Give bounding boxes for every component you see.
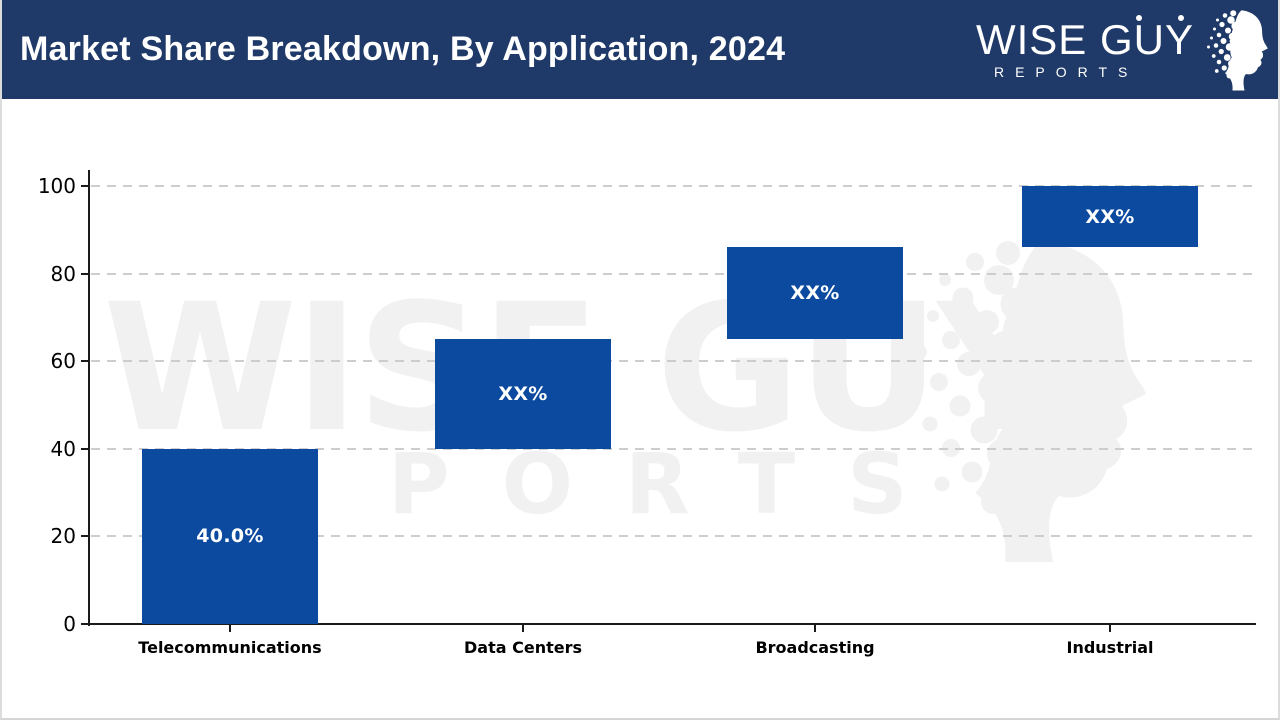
logo-line2: REPORTS	[993, 64, 1139, 80]
gridline-100	[91, 185, 1256, 187]
y-tick-mark	[81, 535, 89, 538]
bar-value-label: XX%	[1085, 205, 1135, 228]
y-tick-mark	[81, 623, 89, 625]
wise-guy-reports-logo: WISE GUY REPORTS	[976, 0, 1272, 99]
logo-wordmark: WISE GUY REPORTS	[975, 15, 1194, 80]
bar-industrial: XX%	[1022, 186, 1198, 248]
chart-title: Market Share Breakdown, By Application, …	[20, 30, 786, 68]
x-tick-label: Industrial	[1066, 638, 1154, 657]
x-tick-mark	[522, 625, 524, 632]
y-tick-label: 80	[50, 261, 76, 286]
x-tick-label: Telecommunications	[138, 638, 322, 657]
gridline-40	[91, 447, 1256, 450]
x-tick-label: Broadcasting	[755, 638, 875, 657]
logo-dot-y-icon	[1178, 15, 1184, 21]
x-tick-mark	[814, 625, 816, 632]
bar-data-centers: XX%	[435, 339, 611, 449]
gridline-20	[91, 535, 1256, 538]
x-tick-mark	[229, 625, 231, 632]
y-tick-mark	[81, 185, 89, 187]
bar-value-label: 40.0%	[196, 525, 264, 548]
logo-face-icon	[1207, 9, 1268, 90]
bar-value-label: XX%	[498, 383, 548, 406]
bar-broadcasting: XX%	[727, 247, 903, 340]
bar-telecommunications: 40.0%	[142, 448, 318, 624]
x-tick-mark	[1109, 625, 1111, 632]
y-tick-label: 20	[50, 524, 76, 549]
gridline-60	[91, 360, 1256, 363]
y-tick-mark	[81, 360, 89, 363]
y-tick-label: 100	[37, 174, 76, 198]
report-header: Market Share Breakdown, By Application, …	[0, 0, 1280, 99]
y-tick-mark	[81, 272, 89, 275]
y-tick-label: 0	[63, 612, 76, 636]
y-tick-label: 60	[50, 349, 76, 374]
x-axis-spine	[88, 623, 1256, 625]
y-axis-spine	[88, 170, 90, 626]
x-tick-label: Data Centers	[464, 638, 582, 657]
y-tick-label: 40	[50, 436, 76, 461]
gridline-80	[91, 272, 1256, 275]
watermark-reports-text: PORTS	[388, 435, 960, 533]
y-tick-mark	[81, 447, 89, 450]
logo-line1: WISE GUY	[975, 16, 1194, 63]
logo-dot-u-icon	[1136, 15, 1142, 21]
bar-value-label: XX%	[790, 282, 840, 305]
